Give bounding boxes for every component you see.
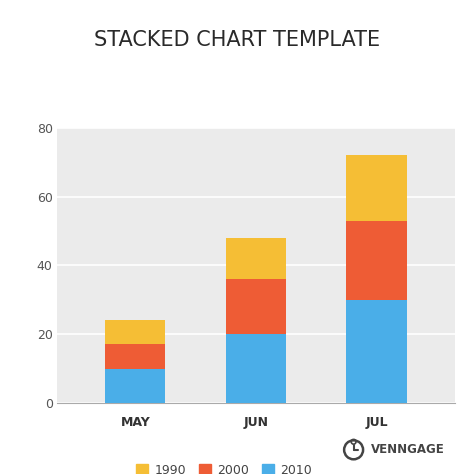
Bar [105, 369, 165, 403]
Bar [346, 221, 407, 300]
Bar [346, 300, 407, 403]
Legend: 1990, 2000, 2010: 1990, 2000, 2010 [131, 459, 318, 474]
Bar [105, 345, 165, 369]
Bar [226, 238, 286, 279]
Text: VENNGAGE: VENNGAGE [371, 443, 445, 456]
Bar [226, 334, 286, 403]
Text: STACKED CHART TEMPLATE: STACKED CHART TEMPLATE [94, 30, 380, 50]
Bar [346, 155, 407, 221]
Bar [105, 320, 165, 345]
Bar [226, 279, 286, 334]
